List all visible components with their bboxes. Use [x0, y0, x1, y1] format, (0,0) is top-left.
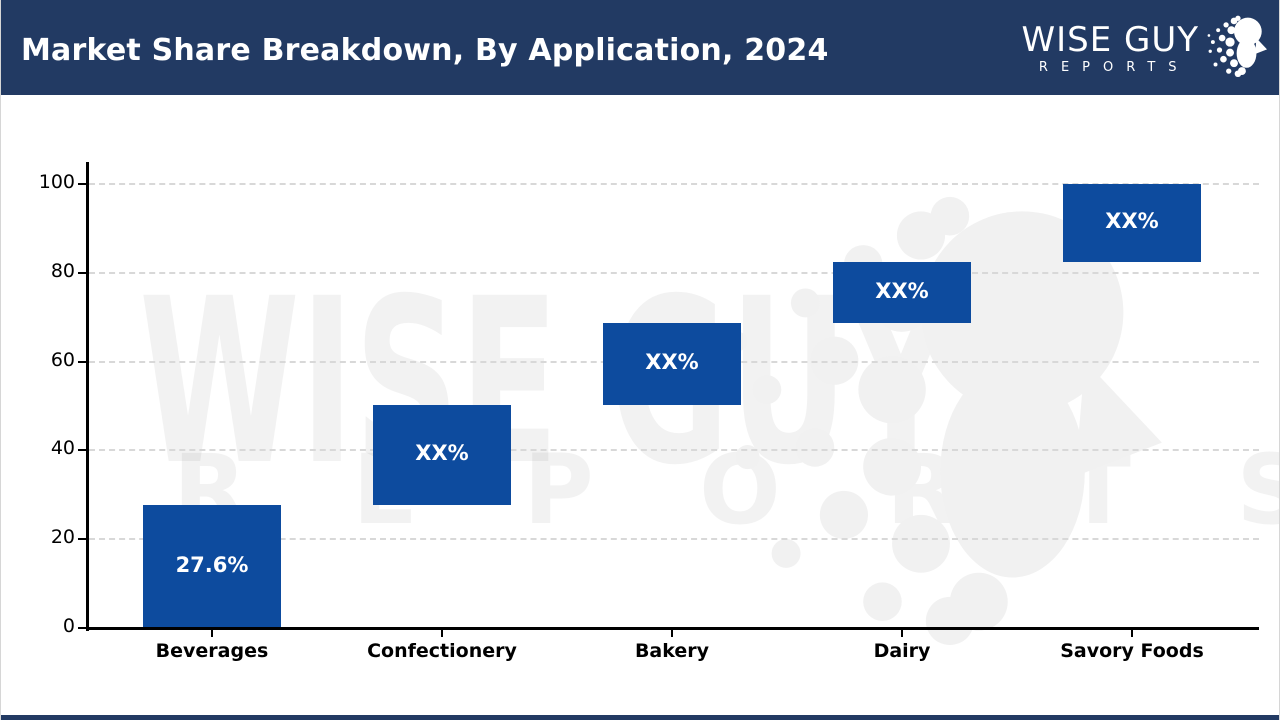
wiseguy-face-icon — [1207, 15, 1267, 78]
bar-value-label: XX% — [1105, 209, 1159, 234]
bar-value-label: 27.6% — [175, 552, 249, 577]
y-tick-label-20: 20 — [50, 526, 75, 549]
x-tick-mark-3 — [901, 630, 903, 637]
bar-savory-foods — [1063, 184, 1201, 263]
x-tick-mark-1 — [441, 630, 443, 637]
bar-value-label: XX% — [415, 441, 469, 466]
gridline-100 — [89, 183, 1259, 185]
bar-bakery — [603, 323, 741, 405]
y-tick-mark-80 — [78, 271, 87, 274]
y-tick-mark-40 — [78, 449, 87, 452]
bar-value-label: XX% — [875, 278, 929, 303]
x-category-label: Confectionery — [367, 640, 517, 662]
logo-wiseguy-text: WISE GUY — [1021, 20, 1199, 61]
x-category-label: Savory Foods — [1060, 640, 1204, 662]
x-category-label: Bakery — [634, 640, 710, 662]
y-axis-line — [86, 162, 89, 631]
y-tick-label-0: 0 — [62, 615, 75, 637]
y-tick-label-100: 100 — [38, 171, 75, 193]
chart-title: Market Share Breakdown, By Application, … — [21, 33, 829, 68]
y-tick-label-80: 80 — [50, 259, 75, 282]
logo-reports-text: REPORTS — [1038, 59, 1190, 75]
gridline-20 — [89, 538, 1259, 541]
bar-dairy — [833, 262, 971, 324]
logo-text: WISE GUY REPORTS — [1021, 20, 1199, 75]
x-axis-line — [86, 627, 1259, 630]
y-tick-mark-20 — [78, 538, 87, 541]
bar-beverages — [143, 505, 281, 628]
header-bar: Market Share Breakdown, By Application, … — [1, 0, 1279, 95]
y-tick-mark-100 — [78, 183, 87, 185]
x-tick-mark-2 — [671, 630, 673, 637]
y-tick-mark-60 — [78, 360, 87, 363]
bottom-strip — [1, 715, 1279, 720]
gridline-40 — [89, 449, 1259, 452]
x-tick-mark-0 — [211, 630, 213, 637]
bar-confectionery — [373, 404, 511, 506]
bar-value-label: XX% — [645, 350, 699, 375]
x-tick-mark-4 — [1131, 630, 1133, 637]
wiseguy-logo: WISE GUY REPORTS — [1021, 6, 1267, 90]
y-tick-label-40: 40 — [50, 437, 75, 460]
x-category-label: Beverages — [155, 640, 269, 662]
x-category-label: Dairy — [873, 640, 931, 662]
gridline-80 — [89, 271, 1259, 274]
y-tick-mark-0 — [78, 627, 87, 629]
y-tick-label-60: 60 — [50, 348, 75, 371]
